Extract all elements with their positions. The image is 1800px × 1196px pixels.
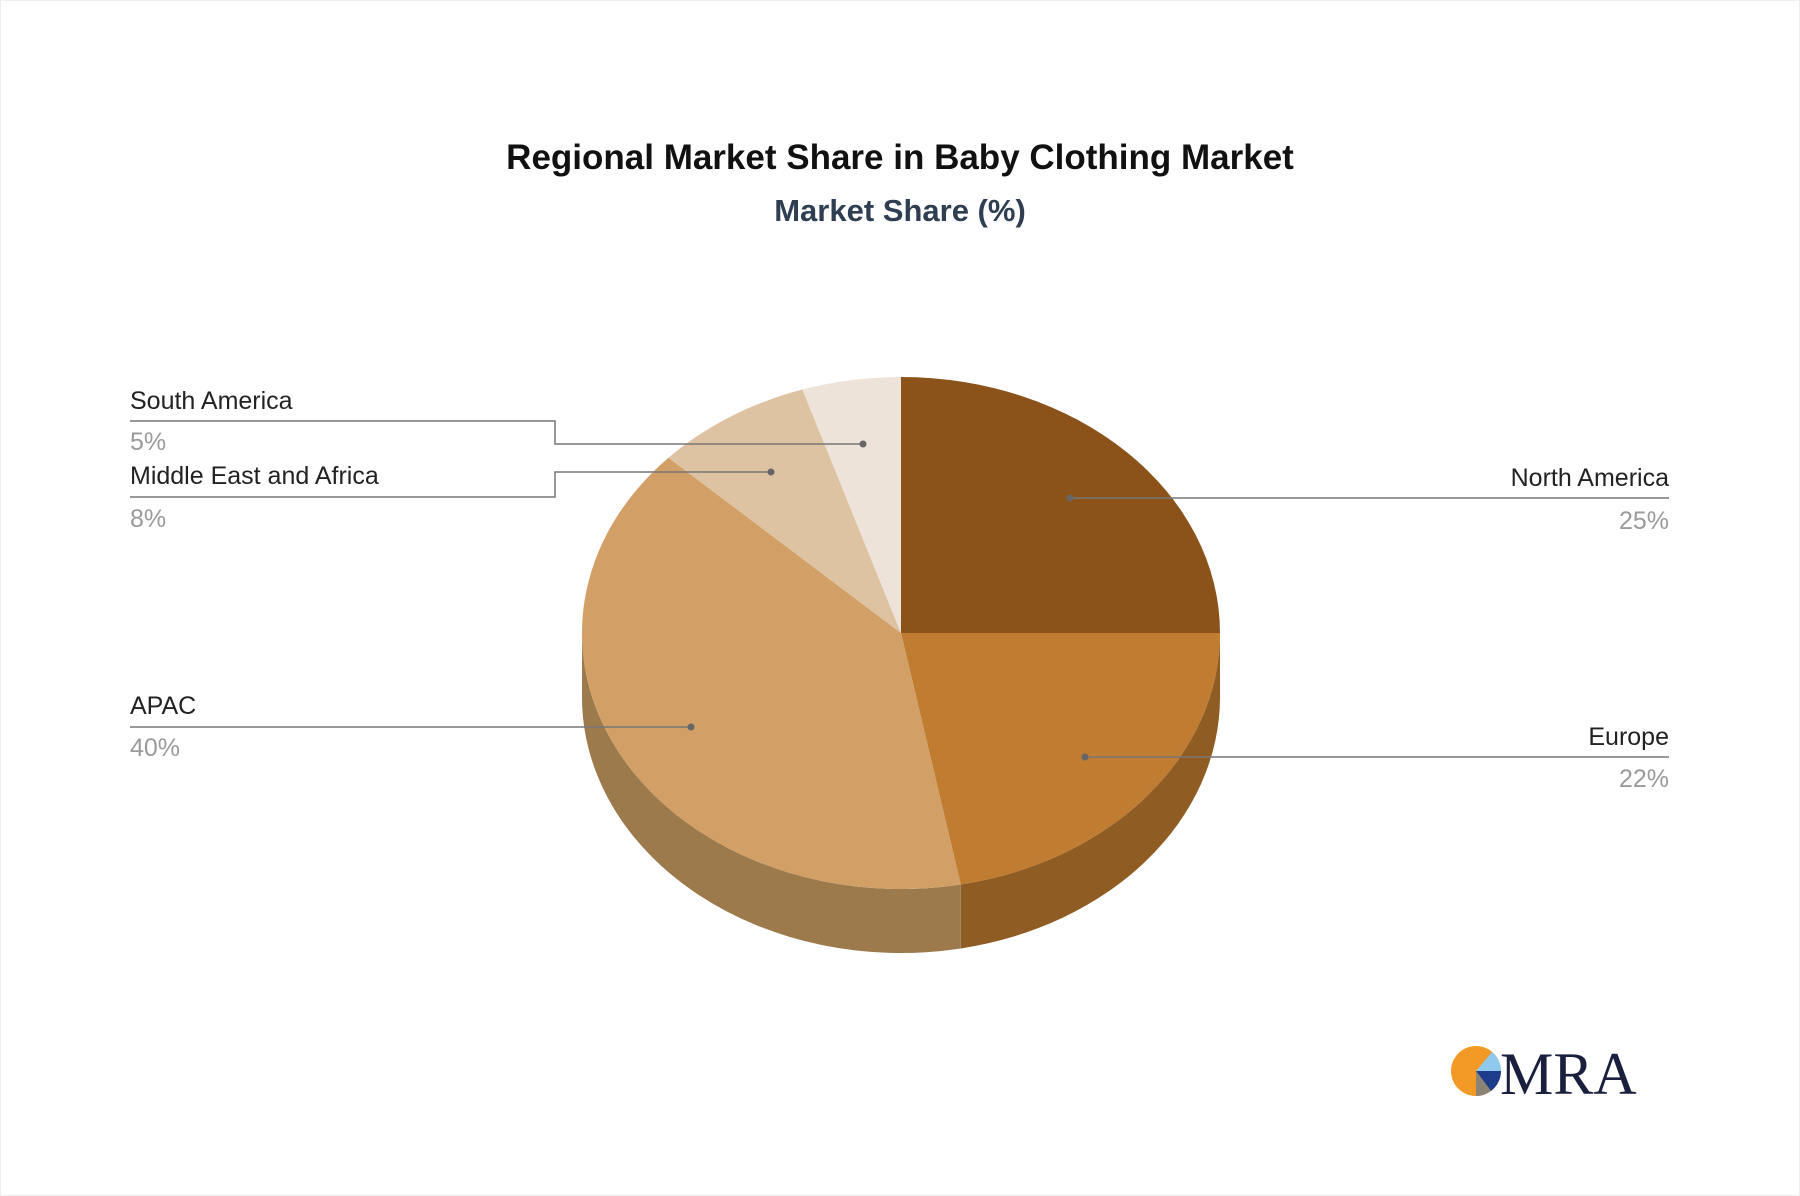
leader-dot-north-america — [1066, 494, 1074, 502]
value-north-america: 25% — [1619, 507, 1669, 535]
pie — [581, 377, 1220, 954]
leader-line-middle-east-and-africa — [130, 471, 771, 498]
leader-dot-europe — [1081, 753, 1089, 761]
chart-title: Regional Market Share in Baby Clothing M… — [506, 138, 1294, 177]
logo-navy — [1476, 1071, 1501, 1091]
labels: North America 25% Europe 22% APAC 40% Middle E… — [130, 387, 1669, 793]
label-south-america: South America — [130, 387, 293, 415]
mra-logo: MRA — [1451, 1041, 1637, 1107]
chart-subtitle: Market Share (%) — [774, 193, 1026, 228]
leader-dot-apac — [687, 723, 695, 731]
value-middle-east-and-africa: 8% — [130, 505, 166, 533]
pie-side-apac — [582, 633, 961, 954]
label-apac: APAC — [130, 692, 196, 720]
value-apac: 40% — [130, 734, 180, 762]
label-north-america: North America — [1511, 464, 1669, 492]
leader-dot-middle-east-and-africa — [767, 468, 775, 476]
logo-text: MRA — [1500, 1041, 1637, 1107]
pie-side-europe — [960, 633, 1220, 949]
pie-slice-europe[interactable] — [901, 633, 1220, 885]
pie-slice-apac[interactable] — [581, 457, 961, 889]
leader-line-south-america — [130, 420, 863, 445]
label-europe: Europe — [1588, 723, 1669, 751]
logo-gray — [1476, 1071, 1491, 1096]
leader-dot-south-america — [859, 440, 867, 448]
pie-slice-middle-east-and-africa[interactable] — [668, 389, 901, 633]
label-middle-east-and-africa: Middle East and Africa — [130, 462, 379, 490]
pie-slice-north-america[interactable] — [901, 377, 1220, 633]
pie-slice-south-america[interactable] — [802, 377, 901, 633]
logo-lightblue — [1476, 1052, 1501, 1071]
value-south-america: 5% — [130, 428, 166, 456]
value-europe: 22% — [1619, 765, 1669, 793]
